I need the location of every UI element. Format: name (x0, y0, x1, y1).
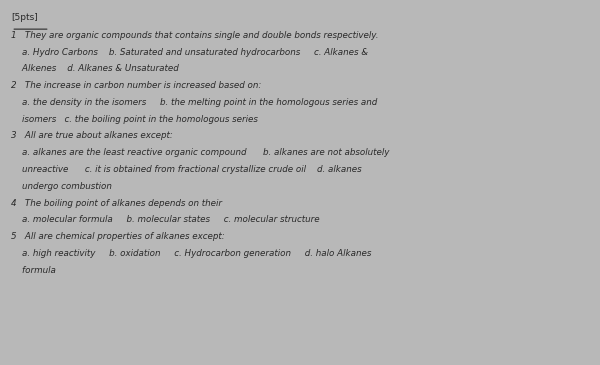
Text: undergo combustion: undergo combustion (11, 182, 112, 191)
Text: 4   The boiling point of alkanes depends on their: 4 The boiling point of alkanes depends o… (11, 199, 222, 208)
Text: 5   All are chemical properties of alkanes except:: 5 All are chemical properties of alkanes… (11, 232, 225, 241)
Text: [5pts]: [5pts] (11, 13, 38, 22)
Text: Alkenes    d. Alkanes & Unsaturated: Alkenes d. Alkanes & Unsaturated (11, 65, 179, 73)
Text: a. alkanes are the least reactive organic compound      b. alkanes are not absol: a. alkanes are the least reactive organi… (11, 148, 389, 157)
Text: 3   All are true about alkanes except:: 3 All are true about alkanes except: (11, 131, 173, 141)
Text: 2   The increase in carbon number is increased based on:: 2 The increase in carbon number is incre… (11, 81, 262, 90)
Text: 1   They are organic compounds that contains single and double bonds respectivel: 1 They are organic compounds that contai… (11, 31, 379, 40)
Text: formula: formula (11, 266, 56, 274)
Text: a. Hydro Carbons    b. Saturated and unsaturated hydrocarbons     c. Alkanes &: a. Hydro Carbons b. Saturated and unsatu… (11, 48, 368, 57)
Text: a. molecular formula     b. molecular states     c. molecular structure: a. molecular formula b. molecular states… (11, 215, 320, 224)
Text: unreactive      c. it is obtained from fractional crystallize crude oil    d. al: unreactive c. it is obtained from fracti… (11, 165, 362, 174)
Text: a. high reactivity     b. oxidation     c. Hydrocarbon generation     d. halo Al: a. high reactivity b. oxidation c. Hydro… (11, 249, 371, 258)
Text: isomers   c. the boiling point in the homologous series: isomers c. the boiling point in the homo… (11, 115, 258, 124)
Text: a. the density in the isomers     b. the melting point in the homologous series : a. the density in the isomers b. the mel… (11, 98, 377, 107)
